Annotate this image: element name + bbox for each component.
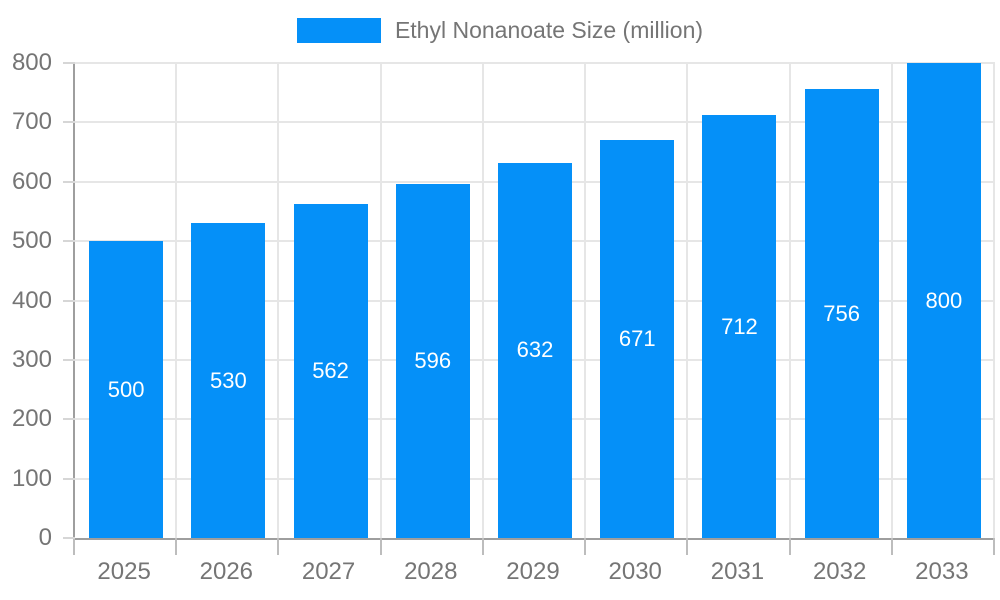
x-axis-tick <box>379 538 382 555</box>
x-axis-tick <box>788 538 791 555</box>
x-tick-label: 2028 <box>404 558 458 585</box>
x-axis-tick <box>73 538 75 555</box>
x-axis-tick <box>686 538 689 555</box>
bar-value-label: 500 <box>107 376 145 402</box>
y-axis-tick <box>63 62 75 64</box>
x-tick-label: 2029 <box>506 558 560 585</box>
y-axis-tick <box>63 299 75 302</box>
v-gridline <box>788 63 791 538</box>
x-axis-tick <box>175 538 178 555</box>
x-tick-label: 2026 <box>199 558 254 585</box>
v-gridline <box>175 63 178 538</box>
y-axis-tick <box>63 418 75 421</box>
bar-value-label: 632 <box>516 337 554 363</box>
bar-2027[interactable]: 562 <box>293 204 368 538</box>
bar-value-label: 800 <box>925 287 963 313</box>
bar-value-label: 671 <box>618 325 656 351</box>
bar-2030[interactable]: 671 <box>600 139 675 538</box>
v-gridline <box>686 63 689 538</box>
legend-label: Ethyl Nonanoate Size (million) <box>394 17 704 43</box>
y-tick-label: 700 <box>11 108 52 136</box>
x-tick-label: 2033 <box>915 558 969 585</box>
x-tick-label: 2032 <box>812 558 867 585</box>
y-tick-label: 200 <box>11 405 52 433</box>
x-tick-label: 2030 <box>608 558 662 585</box>
v-gridline <box>379 63 382 538</box>
y-tick-label: 600 <box>11 167 52 195</box>
bar-value-label: 756 <box>823 300 861 326</box>
x-axis-tick <box>277 538 280 555</box>
x-tick-label: 2027 <box>301 558 356 585</box>
x-axis-tick <box>584 538 587 555</box>
y-axis-tick <box>63 537 75 539</box>
plot-area: 500 530 562 596 632 671 712 756 800 <box>63 62 995 555</box>
legend[interactable]: Ethyl Nonanoate Size (million) <box>0 17 1000 44</box>
x-axis-tick <box>481 538 484 555</box>
y-axis-tick <box>63 121 75 124</box>
y-axis-tick <box>63 240 75 243</box>
v-gridline <box>277 63 280 538</box>
v-gridline <box>993 63 995 538</box>
x-axis-tick <box>890 538 893 555</box>
v-gridline <box>890 63 893 538</box>
bar-value-label: 530 <box>209 367 247 393</box>
y-axis-tick <box>63 477 75 480</box>
bar-2029[interactable]: 632 <box>498 162 572 538</box>
y-tick-label: 300 <box>11 345 52 373</box>
y-tick-label: 0 <box>38 524 52 551</box>
y-axis-tick <box>63 358 75 361</box>
y-tick-label: 800 <box>11 49 52 76</box>
y-axis-tick <box>63 180 75 183</box>
bar-2028[interactable]: 596 <box>395 184 470 538</box>
bar-2032[interactable]: 756 <box>804 89 879 538</box>
bar-value-label: 562 <box>312 358 349 384</box>
y-tick-label: 400 <box>11 286 52 314</box>
legend-swatch <box>296 18 381 43</box>
v-gridline <box>481 63 484 538</box>
bar-2025[interactable]: 500 <box>89 241 164 538</box>
x-tick-label: 2031 <box>710 558 765 585</box>
bar-value-label: 596 <box>414 348 452 374</box>
bar-2033[interactable]: 800 <box>906 63 981 538</box>
x-axis-tick <box>993 538 995 555</box>
bar-value-label: 712 <box>721 313 758 339</box>
x-tick-label: 2025 <box>97 558 151 585</box>
v-gridline <box>584 63 587 538</box>
h-gridline <box>75 62 995 64</box>
bar-2031[interactable]: 712 <box>702 115 777 538</box>
bar-2026[interactable]: 530 <box>191 223 266 538</box>
y-tick-label: 500 <box>11 227 52 255</box>
h-gridline <box>75 121 995 124</box>
y-tick-label: 100 <box>11 464 52 492</box>
